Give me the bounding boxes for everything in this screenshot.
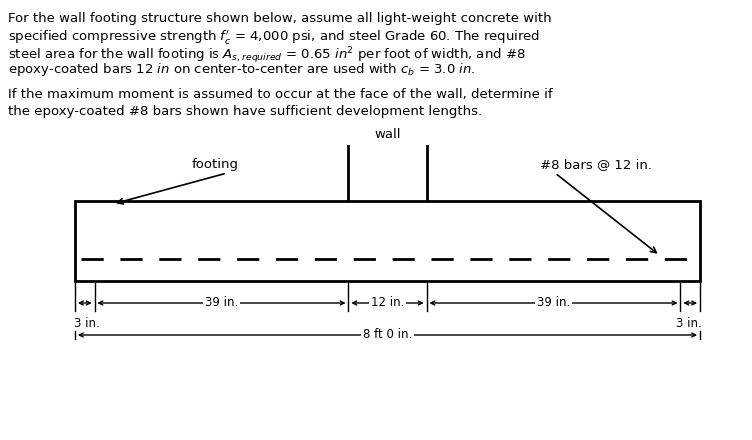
Text: the epoxy-coated #8 bars shown have sufficient development lengths.: the epoxy-coated #8 bars shown have suff…	[8, 104, 482, 117]
Text: 39 in.: 39 in.	[205, 297, 238, 309]
Text: 8 ft 0 in.: 8 ft 0 in.	[363, 329, 412, 341]
Text: footing: footing	[192, 158, 238, 171]
Text: wall: wall	[374, 128, 401, 141]
Text: 12 in.: 12 in.	[371, 297, 404, 309]
Text: If the maximum moment is assumed to occur at the face of the wall, determine if: If the maximum moment is assumed to occu…	[8, 88, 553, 101]
Text: #8 bars @ 12 in.: #8 bars @ 12 in.	[540, 158, 652, 171]
Bar	[75, 201, 700, 281]
Text: 3 in.: 3 in.	[676, 317, 702, 330]
Text: steel area for the wall footing is $A_{s,required}$ = 0.65 $in^2$ per foot of wi: steel area for the wall footing is $A_{s…	[8, 45, 526, 66]
Text: epoxy-coated bars 12 $in$ on center-to-center are used with $c_b$ = 3.0 $in$.: epoxy-coated bars 12 $in$ on center-to-c…	[8, 62, 475, 78]
Text: For the wall footing structure shown below, assume all light-weight concrete wit: For the wall footing structure shown bel…	[8, 12, 552, 25]
Text: specified compressive strength $f_c^{\prime}$ = 4,000 psi, and steel Grade 60. T: specified compressive strength $f_c^{\pr…	[8, 29, 540, 47]
Text: 3 in.: 3 in.	[74, 317, 100, 330]
Text: 39 in.: 39 in.	[537, 297, 570, 309]
